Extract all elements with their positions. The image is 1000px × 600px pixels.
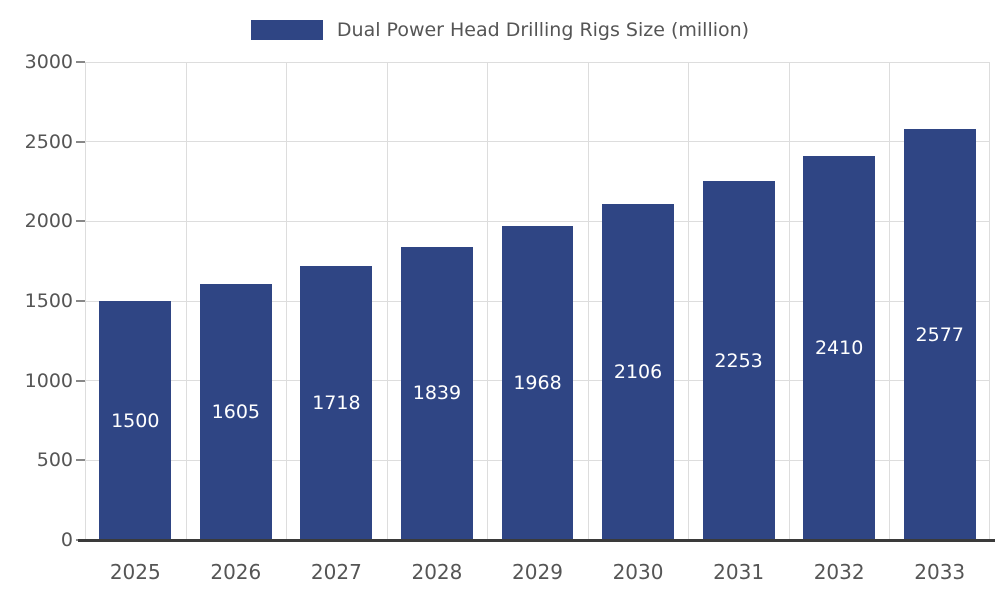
legend-swatch (250, 20, 323, 40)
bar-value-label: 2106 (613, 361, 663, 384)
y-tick-mark (76, 459, 85, 462)
chart-title: Dual Power Head Drilling Rigs Size (mill… (336, 19, 750, 41)
bar: 2253 (702, 181, 775, 540)
v-gridline (286, 62, 288, 540)
bar: 1968 (501, 226, 574, 540)
bar-value-label: 2577 (915, 323, 964, 346)
y-tick-mark (76, 300, 85, 302)
x-tick-label: 2031 (713, 560, 765, 584)
x-tick-label: 2032 (813, 560, 865, 584)
x-tick-label: 2030 (612, 560, 664, 584)
v-gridline (788, 62, 790, 540)
bar-value-label: 1605 (211, 401, 260, 424)
bar-value-label: 2410 (814, 336, 864, 359)
legend: Dual Power Head Drilling Rigs Size (mill… (0, 16, 1000, 44)
bar-value-label: 2253 (714, 349, 763, 372)
bar: 1605 (199, 284, 272, 540)
x-tick-label: 2028 (411, 560, 463, 584)
v-gridline (989, 62, 990, 540)
plot-area: 1500 1605 1718 1839 1968 2106 2253 2410 2577 (76, 61, 990, 541)
bar: 1500 (99, 301, 172, 540)
y-tick-mark (76, 61, 85, 63)
v-gridline (386, 62, 388, 540)
y-tick-mark (76, 379, 85, 382)
bar-value-label: 1968 (513, 372, 562, 395)
y-tick-label: 1000 (24, 369, 73, 392)
y-tick-label: 2500 (24, 130, 73, 153)
bar-value-label: 1839 (412, 382, 462, 405)
y-tick-mark (76, 220, 85, 223)
v-gridline (85, 62, 86, 540)
y-tick-mark (76, 140, 85, 143)
x-tick-label: 2029 (512, 560, 563, 584)
v-gridline (889, 62, 891, 540)
bar-value-label: 1500 (111, 409, 160, 432)
v-gridline (185, 62, 187, 540)
h-gridline (85, 220, 990, 222)
bar: 2106 (602, 204, 674, 540)
bar-value-label: 1718 (312, 392, 361, 415)
x-tick-label: 2027 (310, 560, 362, 584)
x-tick-label: 2025 (109, 560, 161, 584)
y-tick-label: 3000 (24, 51, 73, 73)
y-tick-label: 2000 (24, 210, 73, 233)
y-tick-label: 1500 (24, 290, 73, 312)
v-gridline (688, 62, 690, 540)
x-axis-line (78, 539, 995, 542)
y-tick-label: 500 (36, 449, 73, 472)
y-tick-label: 0 (60, 529, 73, 551)
bar: 1839 (400, 246, 473, 540)
v-gridline (587, 62, 589, 540)
bar: 2410 (803, 156, 876, 540)
x-tick-label: 2033 (914, 560, 966, 584)
x-tick-label: 2026 (210, 560, 262, 584)
h-gridline (85, 141, 990, 143)
v-gridline (487, 62, 489, 540)
bar: 1718 (300, 266, 373, 540)
bar: 2577 (903, 129, 976, 540)
h-gridline (85, 61, 990, 63)
